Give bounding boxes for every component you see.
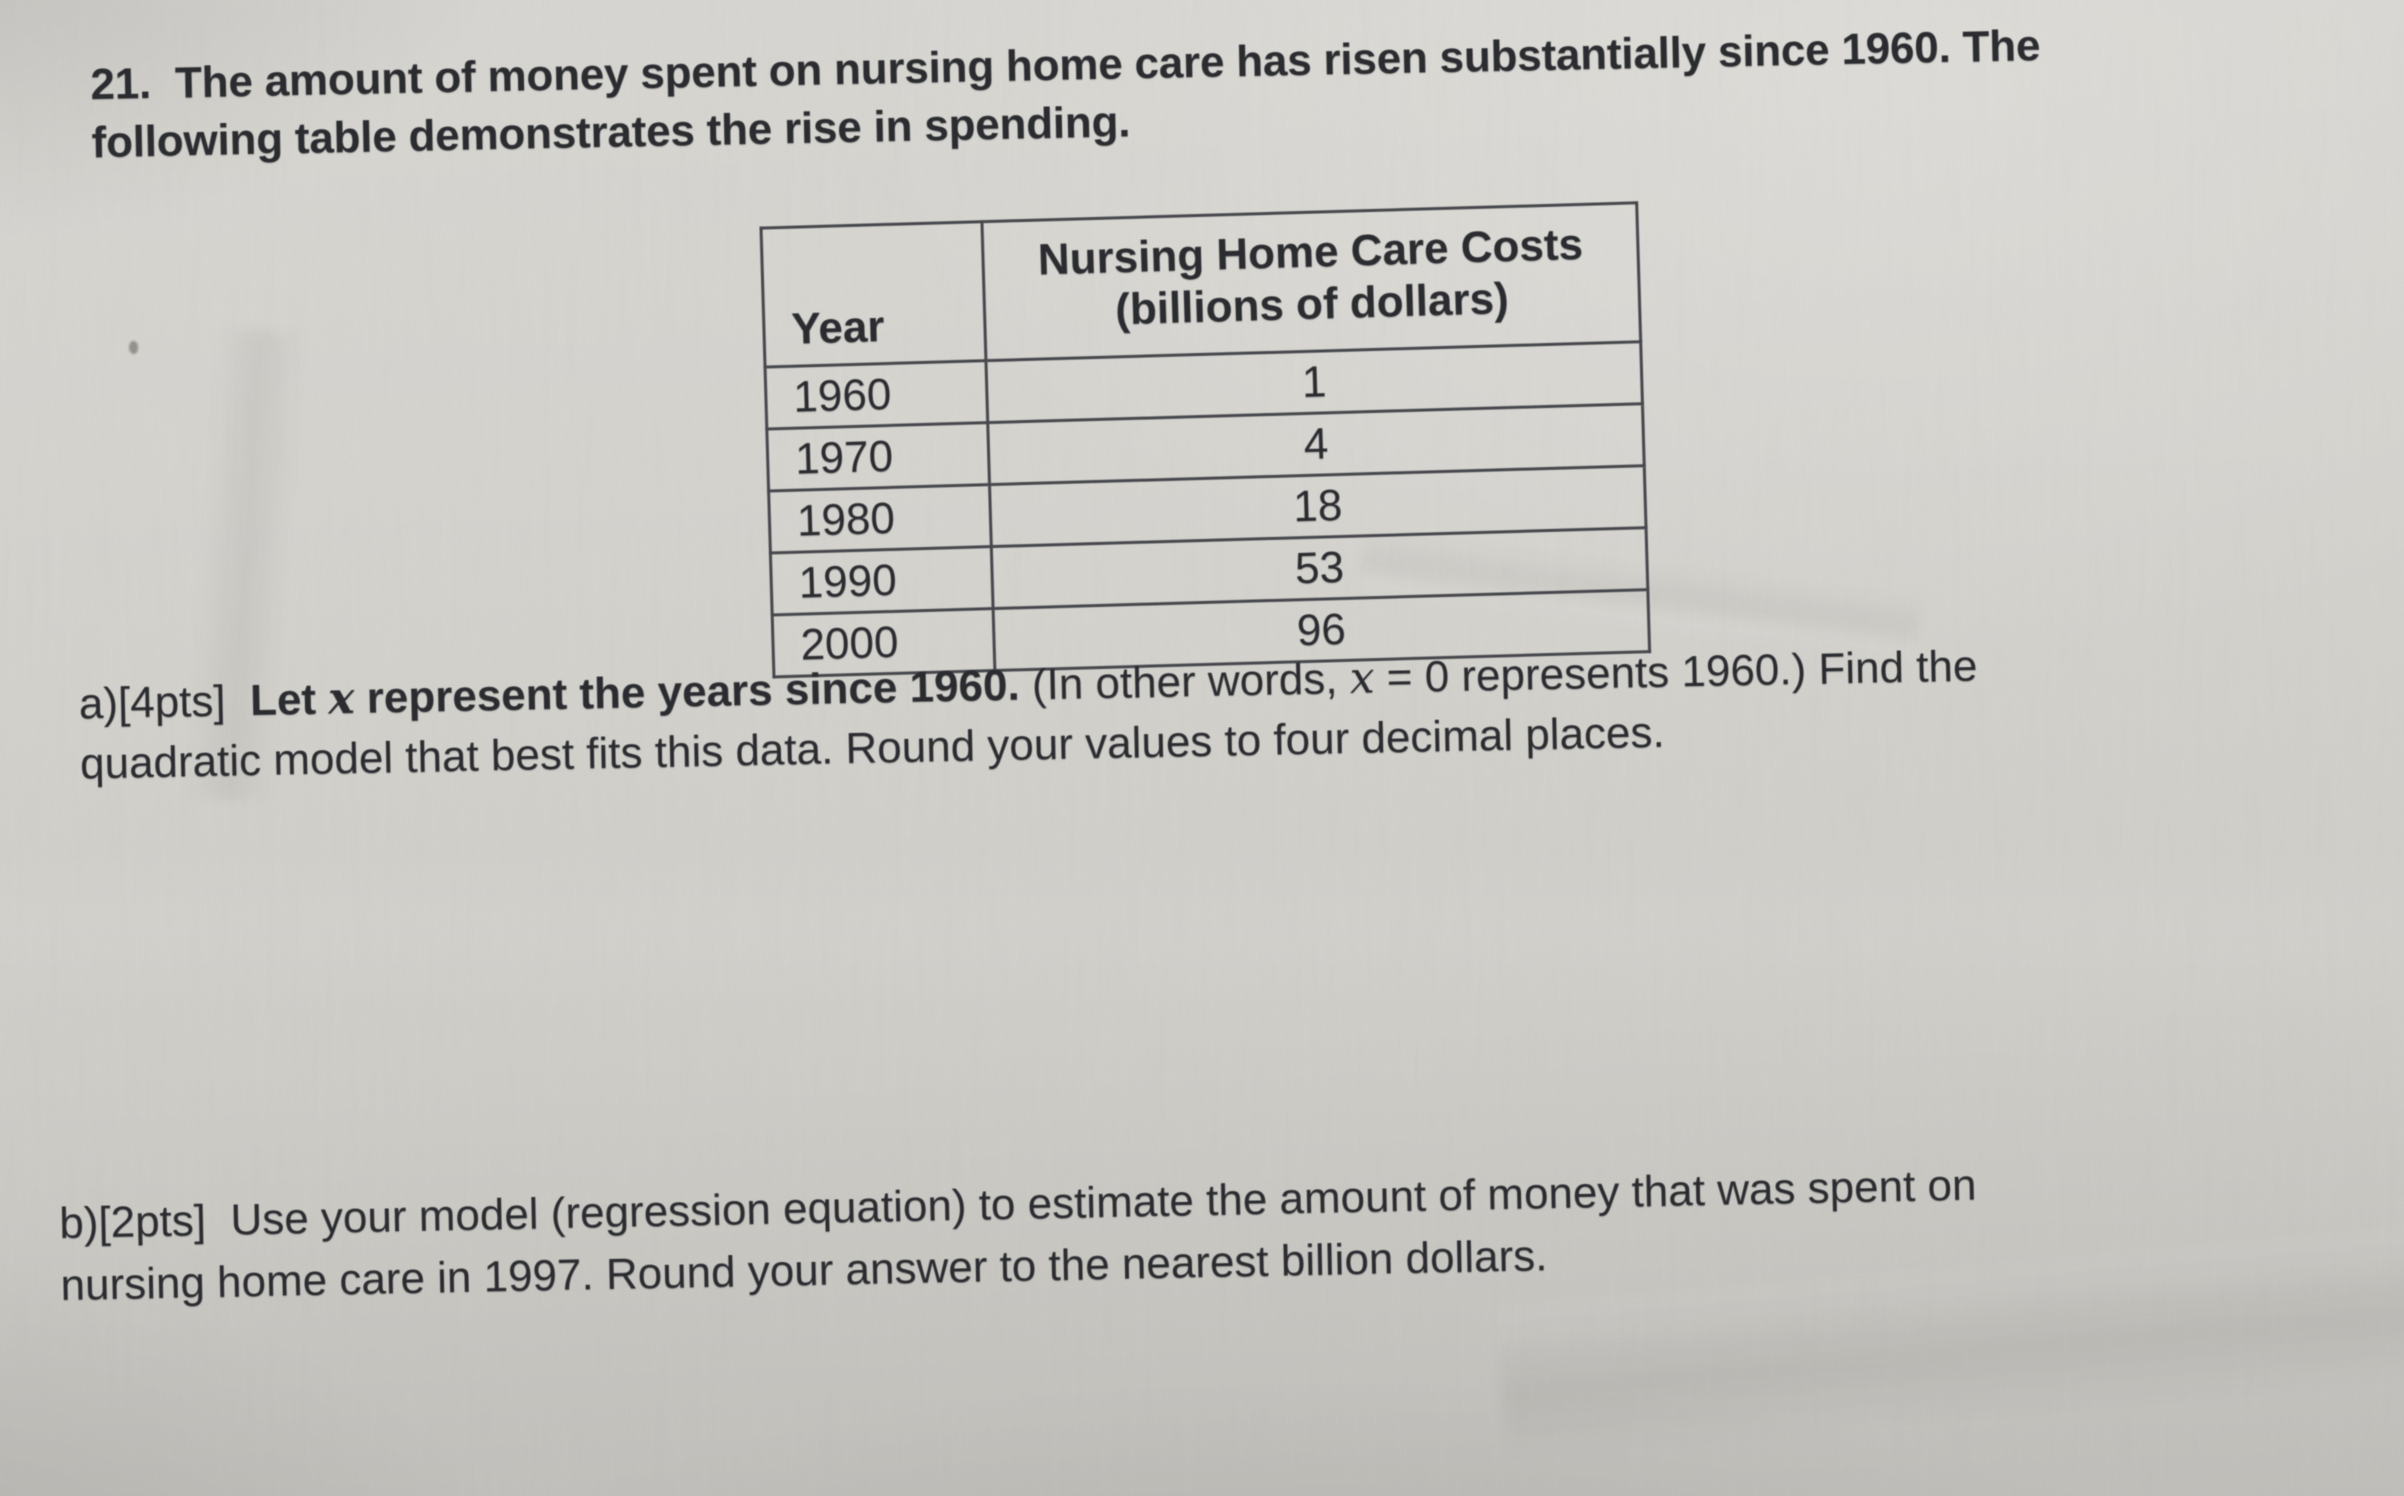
- intro-line-2: following table demonstrates the rise in…: [91, 97, 1131, 168]
- cost-header-cell: Nursing Home Care Costs (billions of doll…: [981, 202, 1641, 361]
- year-cell: 1970: [766, 422, 990, 491]
- year-cell: 1980: [768, 484, 992, 553]
- cost-header-line-2: (billions of dollars): [1114, 273, 1510, 334]
- spending-table: Year Nursing Home Care Costs (billions of…: [759, 201, 1651, 678]
- part-a-var-x: x: [1349, 652, 1376, 705]
- year-cell: 1990: [770, 546, 994, 615]
- part-a-bold-post: represent the years since 1960.: [354, 660, 1021, 723]
- year-header-cell: Year: [761, 221, 986, 368]
- spending-table-wrapper: Year Nursing Home Care Costs (billions of…: [759, 201, 1651, 678]
- part-a-bold-var-x: x: [327, 673, 356, 725]
- part-a-text: a)[4pts] Let x represent the years since…: [78, 628, 2380, 794]
- question-intro: 21. The amount of money spent on nursing…: [90, 10, 2392, 172]
- part-b-line-1: Use your model (regression equation) to …: [205, 1160, 1977, 1246]
- intro-line-1: 21. The amount of money spent on nursing…: [89, 21, 2041, 110]
- part-a-seg-open: (In other words,: [1019, 654, 1351, 710]
- year-cell: 1960: [765, 360, 988, 429]
- part-a-seg-close: = 0 represents 1960.) Find the: [1374, 641, 1978, 703]
- table-header-row: Year Nursing Home Care Costs (billions of…: [761, 202, 1641, 368]
- part-b-text: b)[2pts] Use your model (regression equa…: [59, 1146, 2404, 1317]
- part-a-bold-pre: Let: [225, 674, 329, 726]
- part-a-label: a)[4pts]: [78, 676, 227, 729]
- part-b-label: b)[2pts]: [58, 1196, 207, 1249]
